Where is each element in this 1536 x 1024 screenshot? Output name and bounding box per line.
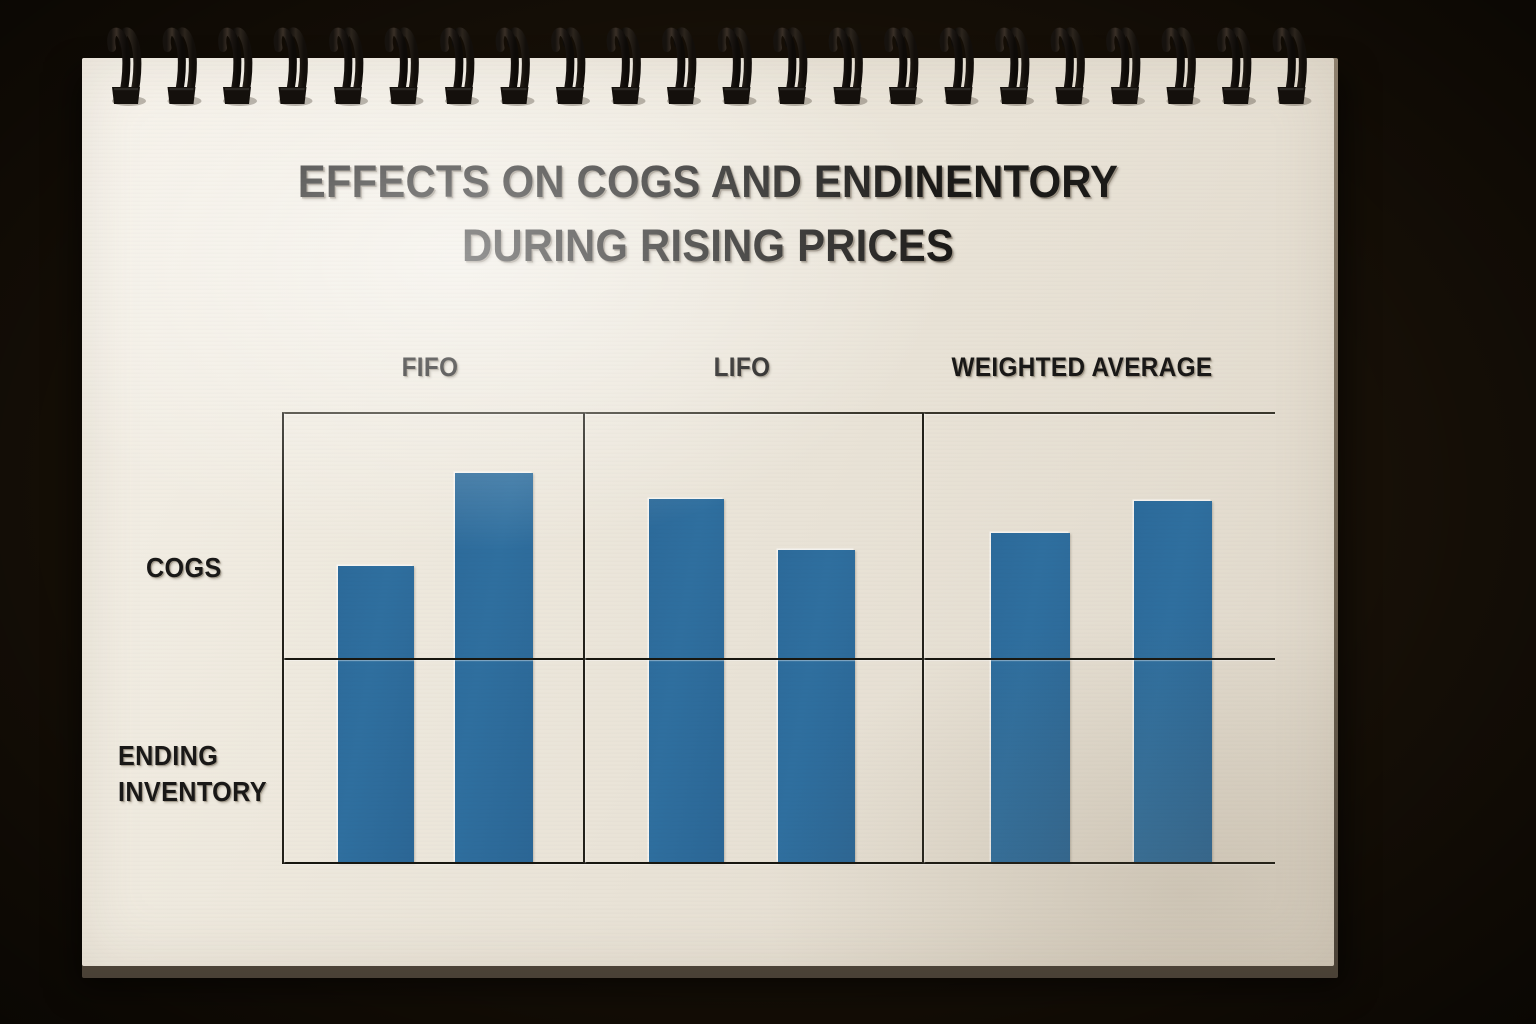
row-label-ending-inventory-line-2: INVENTORY	[118, 776, 267, 808]
bar-fifo-cogs	[338, 566, 414, 863]
row-label-cogs-text: COGS	[146, 552, 222, 583]
gridline-top	[282, 412, 1275, 414]
bar-fifo-ending-inventory	[455, 473, 533, 863]
page-title: EFFECTS ON COGS AND ENDINENTORY DURING R…	[126, 150, 1290, 278]
page-title-line-1: EFFECTS ON COGS AND ENDINENTORY	[297, 156, 1119, 207]
gridline-left-border	[282, 413, 284, 863]
row-label-ending-inventory-line-1: ENDING	[118, 740, 219, 771]
bar-lifo-ending-inventory	[778, 550, 855, 863]
column-header-fifo: FIFO	[401, 352, 459, 382]
bar-lifo-cogs	[649, 499, 724, 863]
chart-content: EFFECTS ON COGS AND ENDINENTORY DURING R…	[82, 58, 1334, 966]
column-header-lifo: LIFO	[713, 352, 771, 382]
row-label-ending-inventory: ENDING INVENTORY	[118, 738, 267, 811]
page-title-line-2: DURING RISING PRICES	[461, 219, 955, 271]
bar-weighted-average-ending-inventory	[1134, 501, 1212, 863]
gridline-baseline	[282, 862, 1275, 864]
bar-weighted-average-cogs	[991, 533, 1070, 863]
gridline-middle	[282, 658, 1275, 660]
row-label-cogs: COGS	[146, 550, 222, 586]
gridline-divider-fifo-lifo	[583, 413, 585, 863]
column-header-weighted-average: WEIGHTED AVERAGE	[951, 352, 1213, 382]
spiral-notepad: EFFECTS ON COGS AND ENDINENTORY DURING R…	[76, 58, 1346, 988]
paper-sheet: EFFECTS ON COGS AND ENDINENTORY DURING R…	[82, 58, 1334, 966]
gridline-divider-lifo-weighted-average	[922, 413, 924, 863]
